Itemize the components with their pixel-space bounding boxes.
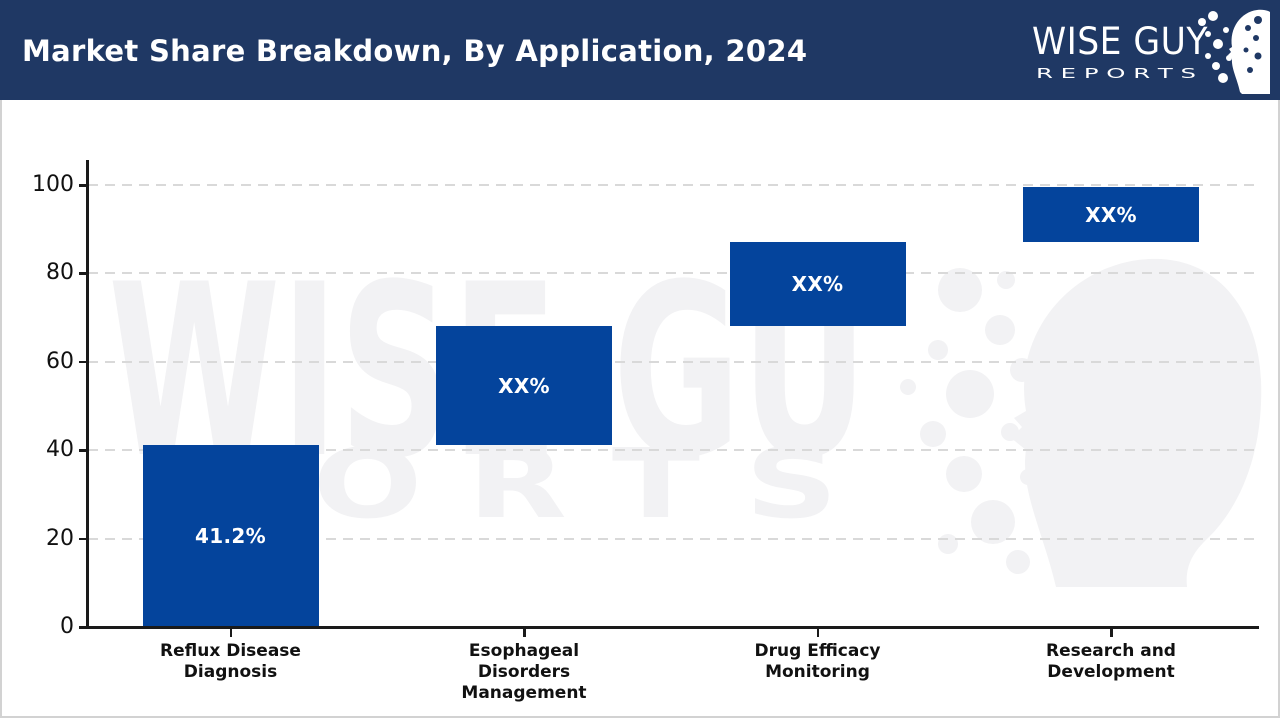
logo-head-silhouette bbox=[1228, 9, 1270, 94]
y-tick-100 bbox=[79, 184, 87, 187]
y-tick-label-0: 0 bbox=[60, 614, 74, 639]
y-tick-80 bbox=[79, 272, 87, 275]
x-tick-1 bbox=[229, 629, 232, 637]
bar-segment-3: XX% bbox=[729, 242, 906, 327]
bar-value-label: XX% bbox=[791, 272, 844, 297]
logo-wordmark: WISE GUY bbox=[1032, 20, 1208, 63]
gridline-60 bbox=[88, 360, 1258, 363]
x-category-label-3: Drug Efficacy Monitoring bbox=[754, 641, 881, 682]
gridline-40 bbox=[88, 449, 1258, 452]
gridline-80 bbox=[88, 272, 1258, 275]
y-tick-label-60: 60 bbox=[46, 348, 74, 374]
y-tick-label-100: 100 bbox=[32, 172, 74, 197]
logo-subtitle: R E P O R T S bbox=[1036, 67, 1196, 82]
x-tick-4 bbox=[1110, 629, 1113, 637]
bar-segment-1: 41.2% bbox=[142, 444, 319, 627]
y-tick-label-40: 40 bbox=[46, 437, 74, 463]
gridline-100 bbox=[88, 184, 1258, 186]
frame-left bbox=[0, 100, 2, 718]
bar-value-label: XX% bbox=[1085, 202, 1137, 227]
bar-value-label: XX% bbox=[498, 373, 550, 398]
y-tick-label-20: 20 bbox=[46, 525, 74, 551]
x-axis-line bbox=[86, 626, 1259, 629]
x-category-label-2: Esophageal Disorders Management bbox=[461, 641, 587, 703]
wise-guy-reports-logo: WISE GUY R E P O R T S bbox=[1032, 9, 1270, 94]
frame-bottom bbox=[0, 716, 1280, 718]
x-category-label-4: Research and Development bbox=[1046, 641, 1176, 682]
x-tick-2 bbox=[523, 629, 526, 637]
y-tick-40 bbox=[79, 449, 87, 452]
bar-value-label: 41.2% bbox=[195, 523, 266, 548]
x-category-label-1: Reflux Disease Diagnosis bbox=[160, 641, 301, 682]
y-tick-label-80: 80 bbox=[46, 260, 74, 286]
y-axis-line bbox=[86, 160, 89, 629]
y-tick-0 bbox=[79, 626, 87, 629]
page-title: Market Share Breakdown, By Application, … bbox=[22, 34, 808, 68]
y-tick-60 bbox=[79, 360, 87, 364]
gridline-20 bbox=[88, 537, 1258, 540]
x-tick-3 bbox=[816, 629, 819, 637]
frame-right bbox=[1278, 100, 1280, 718]
header: Market Share Breakdown, By Application, … bbox=[0, 0, 1280, 100]
y-tick-20 bbox=[79, 537, 87, 541]
bar-segment-4: XX% bbox=[1023, 186, 1199, 243]
bar-segment-2: XX% bbox=[436, 326, 612, 445]
